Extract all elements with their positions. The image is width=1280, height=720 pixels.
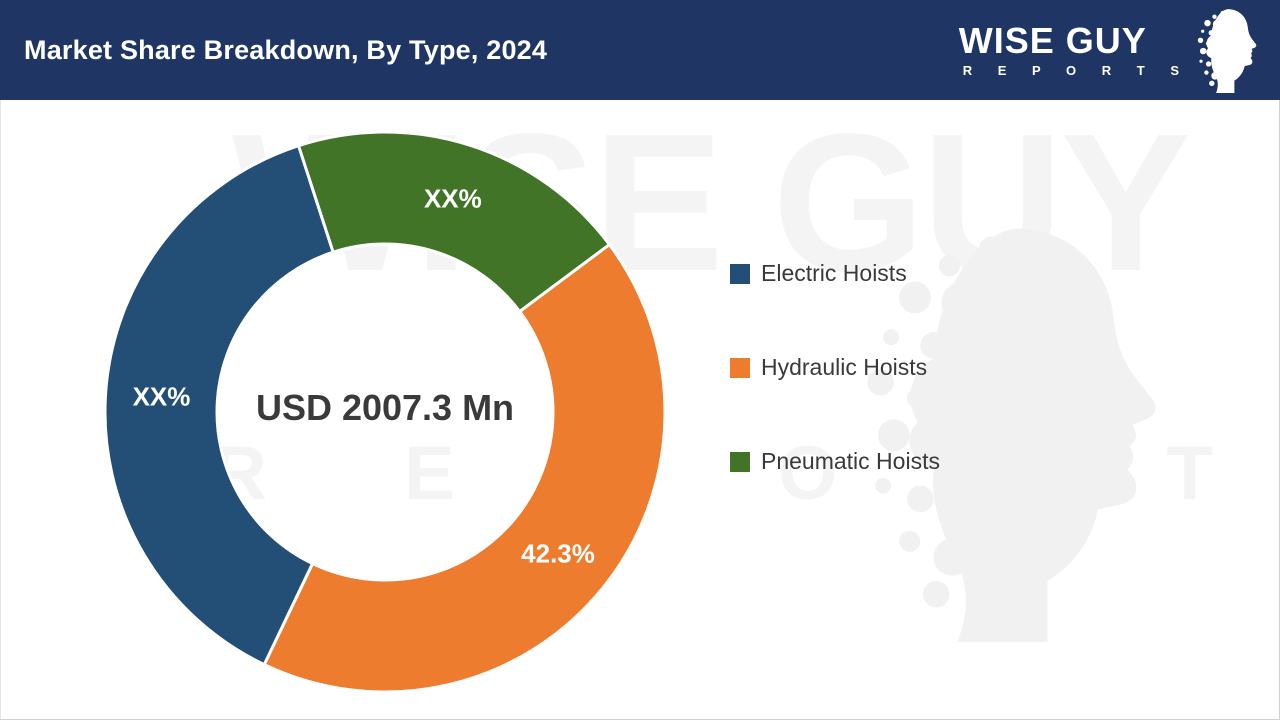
logo-dotface-icon bbox=[1196, 7, 1262, 93]
donut-segment-electric-hoists bbox=[103, 144, 335, 667]
legend-label: Pneumatic Hoists bbox=[761, 448, 940, 474]
segment-label-hydraulic-hoists: 42.3% bbox=[521, 538, 595, 569]
donut-segment-pneumatic-hoists bbox=[296, 130, 611, 314]
logo-reports-text: R E P O R T S bbox=[962, 62, 1190, 78]
donut-chart: USD 2007.3 Mn XX% 42.3% XX% bbox=[102, 129, 668, 695]
donut-chart-rings bbox=[103, 130, 667, 694]
page-title: Market Share Breakdown, By Type, 2024 bbox=[24, 34, 548, 65]
segment-label-electric-hoists: XX% bbox=[132, 381, 191, 412]
legend-label: Electric Hoists bbox=[761, 260, 907, 286]
legend-label: Hydraulic Hoists bbox=[761, 354, 928, 380]
chart-legend: Electric Hoists Hydraulic Hoists Pneumatic… bbox=[730, 260, 940, 475]
donut-center-value: USD 2007.3 Mn bbox=[255, 387, 515, 428]
legend-swatch-icon bbox=[730, 263, 750, 284]
legend-item-electric-hoists: Electric Hoists bbox=[730, 260, 940, 287]
legend-item-hydraulic-hoists: Hydraulic Hoists bbox=[730, 354, 940, 381]
segment-label-pneumatic-hoists: XX% bbox=[423, 183, 482, 214]
legend-item-pneumatic-hoists: Pneumatic Hoists bbox=[730, 448, 940, 475]
header-bar: Market Share Breakdown, By Type, 2024 WI… bbox=[0, 0, 1280, 100]
donut-segment-hydraulic-hoists bbox=[262, 243, 667, 694]
wise-guy-reports-logo: WISE GUY R E P O R T S bbox=[959, 7, 1262, 93]
logo-wordmark: WISE GUY bbox=[958, 19, 1147, 61]
legend-swatch-icon bbox=[730, 451, 750, 472]
legend-swatch-icon bbox=[730, 357, 750, 378]
